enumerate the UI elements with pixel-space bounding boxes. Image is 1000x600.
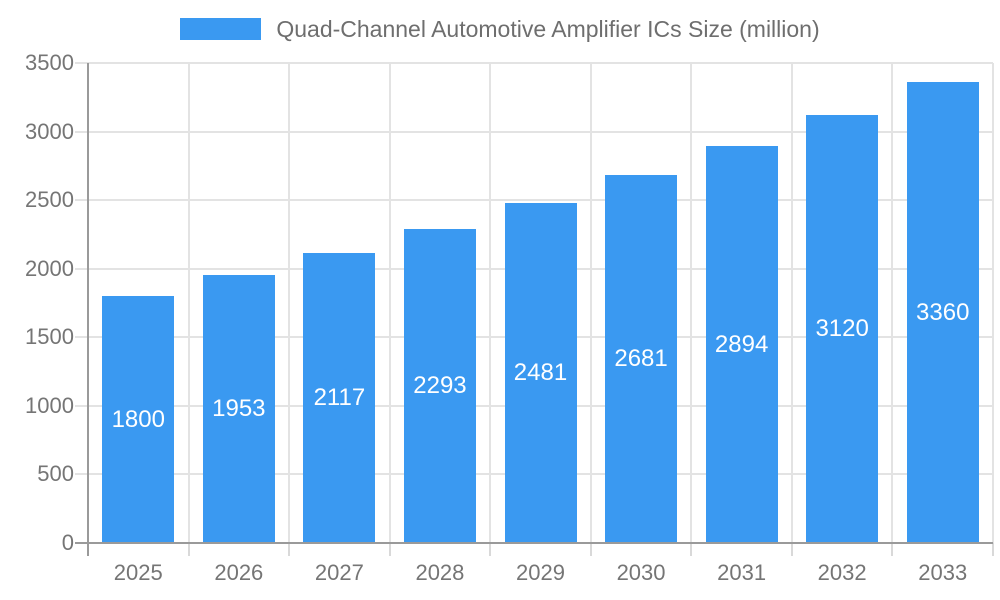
x-gridline [992, 63, 994, 543]
bar-value-label: 2481 [513, 358, 568, 386]
x-axis-tick-label: 2029 [516, 560, 565, 585]
y-tick-mark [75, 542, 88, 544]
bar[interactable] [605, 175, 678, 543]
y-axis-tick-label: 3000 [25, 118, 74, 144]
bar-value-label: 2681 [614, 345, 668, 373]
y-axis-tick-label: 0 [61, 530, 74, 555]
y-tick-mark [75, 130, 88, 133]
bar[interactable] [806, 115, 879, 543]
bar[interactable] [504, 202, 577, 543]
bar-value-label: 2894 [714, 330, 769, 358]
x-gridline [891, 63, 894, 543]
bar[interactable] [102, 296, 175, 543]
x-tick-mark [690, 543, 693, 556]
x-tick-mark [388, 543, 391, 556]
y-axis-tick-label: 1500 [25, 324, 74, 350]
bar[interactable] [202, 275, 275, 543]
x-axis-tick-label: 2027 [314, 560, 364, 585]
y-tick-mark [75, 199, 88, 202]
y-gridline [88, 62, 993, 64]
x-gridline [790, 63, 793, 543]
x-tick-mark [489, 543, 492, 556]
x-axis-line [88, 542, 993, 544]
x-axis-tick-label: 2030 [616, 560, 666, 585]
x-axis-tick-label: 2026 [214, 560, 264, 585]
bar-value-label: 2117 [313, 383, 366, 411]
x-axis-tick-label: 2025 [113, 560, 163, 585]
x-tick-mark [992, 543, 994, 556]
x-tick-mark [790, 543, 793, 556]
y-axis-tick-label: 500 [37, 461, 74, 487]
bar-value-label: 1953 [212, 395, 266, 423]
y-axis-tick-label: 2000 [25, 255, 74, 281]
y-axis-tick-label: 3500 [25, 50, 74, 75]
bar-value-label: 3360 [916, 298, 970, 326]
x-tick-mark [891, 543, 894, 556]
y-axis-tick-label: 1000 [25, 392, 74, 418]
bar-value-label: 2293 [413, 371, 467, 399]
y-tick-mark [75, 473, 88, 476]
legend-label: Quad-Channel Automotive Amplifier ICs Si… [276, 15, 820, 42]
x-gridline [489, 63, 492, 543]
y-axis-line [87, 63, 89, 556]
x-tick-mark [187, 543, 190, 556]
legend[interactable]: Quad-Channel Automotive Amplifier ICs Si… [0, 15, 1000, 43]
x-gridline [589, 63, 592, 543]
x-axis-tick-label: 2032 [817, 560, 867, 585]
x-axis-tick-label: 2031 [717, 560, 767, 585]
y-axis-tick-label: 2500 [25, 187, 74, 213]
x-tick-mark [589, 543, 592, 556]
x-axis-tick-label: 2033 [918, 560, 968, 585]
bar[interactable] [705, 146, 778, 543]
x-gridline [388, 63, 391, 543]
bar[interactable] [403, 228, 476, 543]
bar[interactable] [906, 82, 979, 543]
y-tick-mark [75, 267, 88, 270]
x-gridline [187, 63, 190, 543]
x-gridline [288, 63, 291, 543]
bar-value-label: 1800 [111, 405, 165, 433]
legend-swatch [180, 18, 262, 40]
x-tick-mark [288, 543, 291, 556]
x-gridline [690, 63, 693, 543]
y-gridline [88, 130, 993, 133]
bar[interactable] [303, 252, 376, 543]
x-axis-tick-label: 2028 [415, 560, 465, 585]
y-tick-mark [75, 62, 88, 64]
y-tick-mark [75, 404, 88, 407]
y-gridline [88, 199, 993, 202]
y-tick-mark [75, 336, 88, 339]
bar-value-label: 3120 [815, 315, 869, 343]
